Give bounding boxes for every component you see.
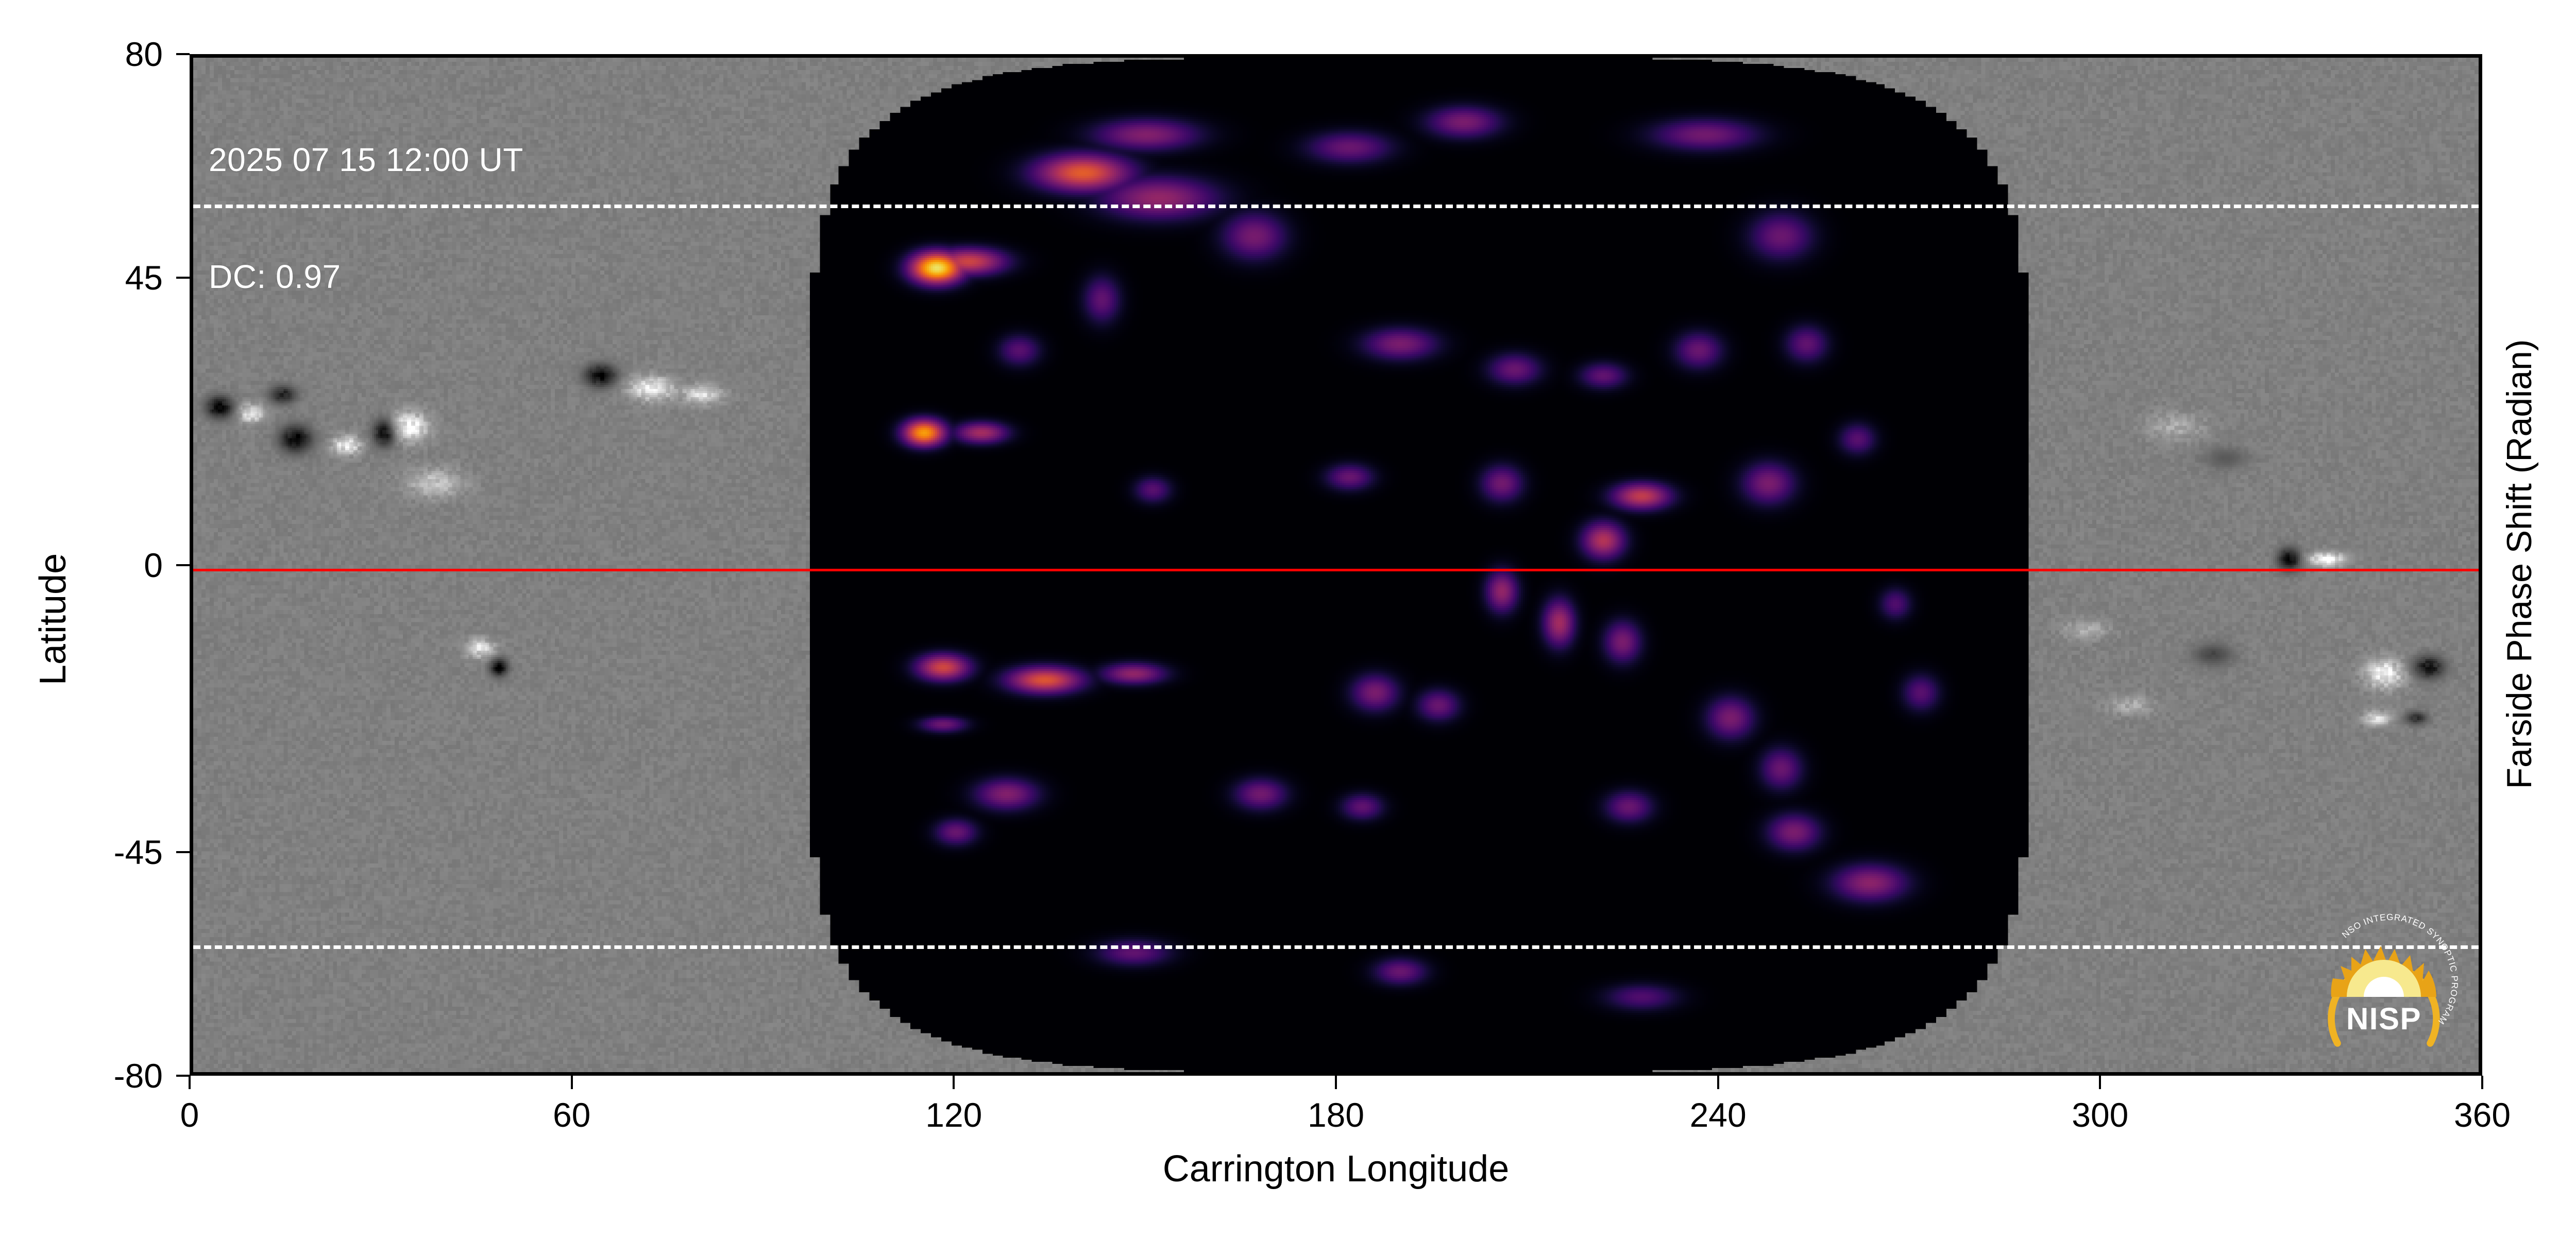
x-tick-label: 60 <box>552 1096 591 1134</box>
x-tick-label: 0 <box>180 1096 199 1134</box>
y-tick-label: -80 <box>113 1057 163 1095</box>
y-tick-label: 45 <box>125 258 163 297</box>
nisp-logo: NISP NSO INTEGRATED SYNOPTIC PROGRAM <box>2328 913 2460 1047</box>
annotation-datetime: 2025 07 15 12:00 UT <box>209 141 523 179</box>
y-tick <box>176 564 190 566</box>
x-tick <box>953 1076 955 1089</box>
y-tick <box>176 851 190 854</box>
map-plot-area[interactable]: 2025 07 15 12:00 UT DC: 0.97 NISP NSO IN… <box>190 54 2482 1076</box>
x-tick-label: 240 <box>1689 1096 1747 1134</box>
svg-text:NISP: NISP <box>2346 1002 2421 1036</box>
observation-annotation: 2025 07 15 12:00 UT DC: 0.97 <box>209 63 523 374</box>
x-tick <box>189 1076 191 1089</box>
x-tick-label: 300 <box>2072 1096 2129 1134</box>
x-tick <box>1335 1076 1337 1089</box>
solar-map-canvas <box>193 58 2479 1072</box>
x-tick <box>2481 1076 2483 1089</box>
x-tick <box>570 1076 573 1089</box>
x-tick-label: 180 <box>1307 1096 1365 1134</box>
y-tick-label: -45 <box>113 833 163 872</box>
colorbar-farside-title-wrap: Farside Phase Shift (Radian) <box>2496 0 2543 1128</box>
y-axis-label: Latitude <box>32 553 74 685</box>
y-tick-label: 0 <box>144 546 163 584</box>
x-tick <box>1717 1076 1719 1089</box>
x-tick <box>2099 1076 2102 1089</box>
x-tick-label: 360 <box>2453 1096 2511 1134</box>
x-tick-label: 120 <box>925 1096 982 1134</box>
y-tick <box>176 276 190 279</box>
y-tick <box>176 1075 190 1077</box>
y-tick <box>176 53 190 55</box>
y-axis-label-wrap: Latitude <box>30 0 76 1238</box>
colorbar-farside-title: Farside Phase Shift (Radian) <box>2500 339 2539 789</box>
annotation-duty-cycle: DC: 0.97 <box>209 258 341 295</box>
y-tick-label: 80 <box>125 35 163 73</box>
x-axis-label: Carrington Longitude <box>1162 1148 1510 1190</box>
